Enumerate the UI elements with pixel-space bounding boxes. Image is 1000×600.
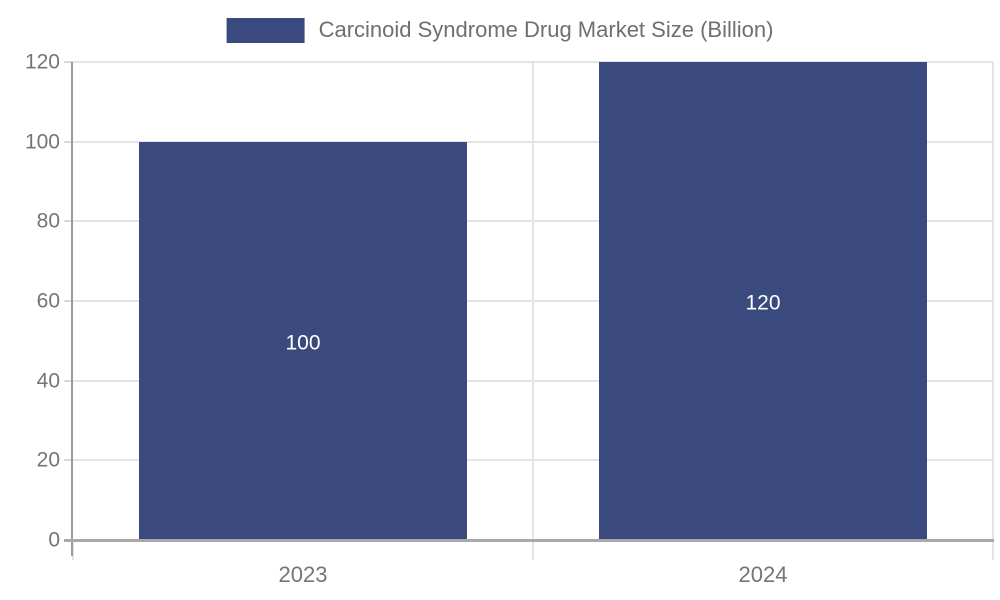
legend-label: Carcinoid Syndrome Drug Market Size (Bil… xyxy=(318,17,774,42)
legend-swatch xyxy=(226,17,305,43)
x-axis-line xyxy=(64,539,994,542)
x-tick-mark xyxy=(72,540,74,560)
x-tick-label: 2024 xyxy=(738,562,788,587)
bar xyxy=(598,62,928,540)
y-tick-mark xyxy=(64,61,73,63)
bar xyxy=(138,141,468,540)
y-axis-line xyxy=(71,62,73,556)
bar-value-label: 120 xyxy=(745,291,781,315)
gridline xyxy=(532,62,534,560)
y-tick-mark xyxy=(64,459,73,462)
y-tick-label: 20 xyxy=(36,448,60,472)
y-tick-mark xyxy=(64,220,73,223)
y-tick-label: 100 xyxy=(24,130,60,154)
y-tick-mark xyxy=(64,300,73,302)
gridline xyxy=(992,62,994,560)
y-tick-label: 0 xyxy=(48,528,60,552)
y-tick-mark xyxy=(64,140,73,143)
bar-value-label: 100 xyxy=(285,331,321,355)
y-tick-label: 40 xyxy=(36,369,60,393)
y-tick-label: 120 xyxy=(24,50,60,74)
y-tick-label: 60 xyxy=(36,289,60,313)
y-tick-label: 80 xyxy=(36,209,60,233)
legend: Carcinoid Syndrome Drug Market Size (Bil… xyxy=(226,17,774,43)
x-tick-label: 2023 xyxy=(278,562,328,587)
y-tick-mark xyxy=(64,379,73,382)
